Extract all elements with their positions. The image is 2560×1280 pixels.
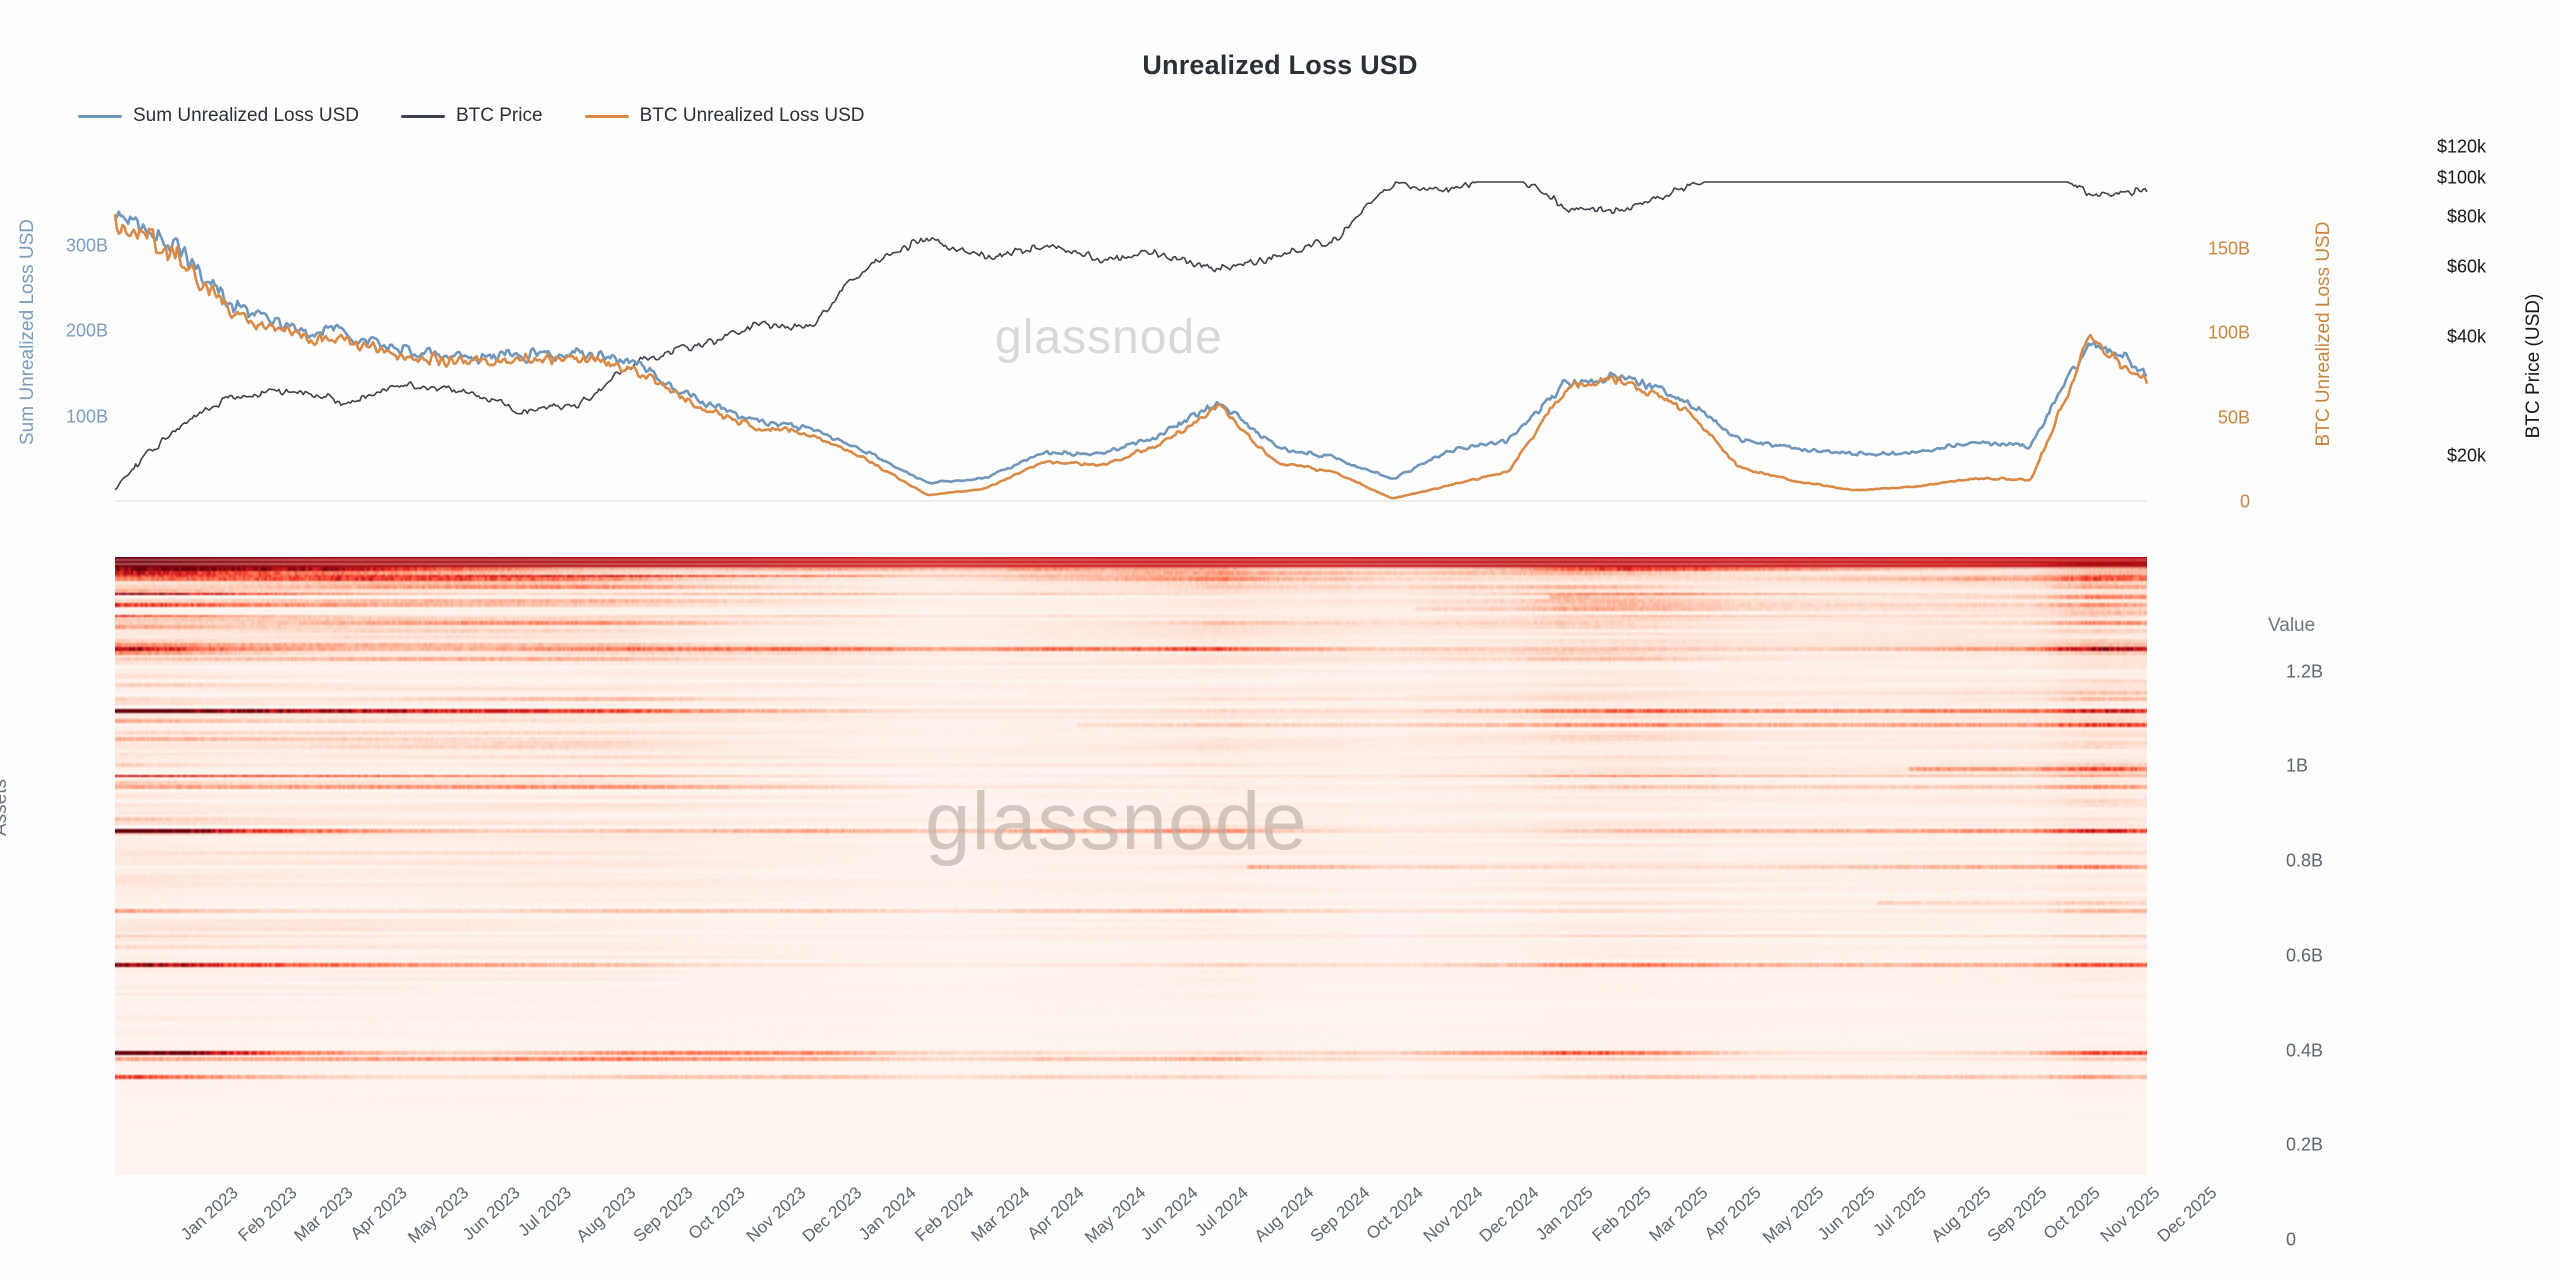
colorbar-tick: 0.4B (2286, 1040, 2324, 1061)
line-swatch-icon (78, 114, 122, 118)
legend-item-btc-unrealized-loss[interactable]: BTC Unrealized Loss USD (584, 105, 865, 127)
right-outer-axis-tick: $100k (2436, 167, 2486, 188)
legend-label: BTC Price (455, 105, 543, 126)
x-axis-tick: Jan 2024 (854, 1183, 920, 1244)
right-inner-axis-tick: 100B (2207, 322, 2250, 343)
left-axis-tick: 100B (65, 406, 108, 427)
colorbar-tick: 0.6B (2286, 945, 2324, 966)
left-axis-tick: 200B (65, 320, 108, 341)
line-chart-panel (113, 181, 2149, 502)
x-axis-tick: Nov 2024 (1419, 1183, 1487, 1246)
x-axis-tick: Jan 2025 (1531, 1183, 1597, 1244)
right-outer-axis-tick: $60k (2446, 256, 2486, 277)
line-swatch-icon (400, 114, 445, 118)
right-inner-axis-tick: 50B (2217, 407, 2250, 428)
colorbar-title: Value (2268, 615, 2316, 636)
right-outer-axis-tick: $120k (2436, 136, 2486, 157)
x-axis: Jan 2023 Feb 2023 Mar 2023 Apr 2023 May 2023… (115, 1183, 2220, 1278)
top-chart-baseline (115, 500, 2147, 502)
right-outer-axis-tick: $80k (2446, 206, 2486, 227)
colorbar-tick: 0 (2286, 1229, 2297, 1250)
x-axis-tick: Mar 2023 (290, 1183, 357, 1246)
x-axis-tick: Aug 2024 (1250, 1183, 1318, 1246)
x-axis-tick: Oct 2024 (1362, 1183, 1427, 1244)
chart-legend: Sum Unrealized Loss USD BTC Price BTC Un… (78, 105, 864, 127)
x-axis-tick: Sep 2025 (1984, 1183, 2051, 1246)
x-axis-tick: Apr 2025 (1700, 1183, 1765, 1244)
x-axis-tick: Apr 2024 (1023, 1183, 1088, 1244)
x-axis-tick: Dec 2024 (1476, 1183, 1543, 1246)
heatmap-panel (115, 557, 2147, 1175)
legend-label: BTC Unrealized Loss USD (639, 105, 865, 126)
x-axis-tick: Nov 2023 (742, 1183, 810, 1246)
right-inner-axis-tick: 150B (2207, 238, 2250, 259)
series-line-btc-price (114, 181, 2148, 491)
left-axis-tick: 300B (65, 235, 108, 256)
x-axis-tick: Jul 2025 (1869, 1183, 1930, 1241)
colorbar-tick: 1.2B (2286, 661, 2324, 682)
x-axis-tick: Jul 2023 (514, 1183, 575, 1241)
colorbar-tick: 0.8B (2286, 850, 2324, 871)
page-title: Unrealized Loss USD (1142, 50, 1418, 80)
x-axis-tick: Aug 2023 (573, 1183, 640, 1246)
series-line-btc-unrealized-loss (113, 214, 2149, 500)
x-axis-tick: Apr 2023 (346, 1183, 411, 1244)
x-axis-tick: Sep 2023 (629, 1183, 697, 1246)
x-axis-tick: May 2025 (1758, 1183, 1828, 1248)
colorbar-tick: 0.2B (2286, 1134, 2324, 1155)
x-axis-tick: Jun 2024 (1136, 1183, 1202, 1244)
x-axis-tick: Dec 2023 (798, 1183, 866, 1246)
legend-item-btc-price[interactable]: BTC Price (400, 105, 543, 127)
x-axis-tick: Oct 2025 (2039, 1183, 2104, 1244)
x-axis-tick: Oct 2023 (684, 1183, 749, 1244)
series-line-sum-unrealized-loss (114, 210, 2148, 485)
heatmap-canvas (115, 557, 2147, 1175)
legend-item-sum-unrealized-loss[interactable]: Sum Unrealized Loss USD (78, 105, 359, 127)
x-axis-tick: May 2024 (1081, 1183, 1150, 1248)
x-axis-tick: Sep 2024 (1306, 1183, 1374, 1246)
right-outer-axis-title: BTC Price (USD) (2523, 293, 2544, 439)
x-axis-tick: Jun 2023 (459, 1183, 525, 1244)
line-swatch-icon (584, 114, 629, 118)
x-axis-tick: Mar 2025 (1645, 1183, 1712, 1246)
right-outer-axis-tick: $20k (2446, 445, 2486, 466)
right-inner-axis-tick: 0 (2239, 491, 2250, 512)
x-axis-tick: Aug 2025 (1927, 1183, 1995, 1246)
colorbar-tick: 1B (2286, 755, 2309, 776)
colorbar-gradient (2252, 648, 2279, 1240)
heatmap-y-axis-title: Assets (0, 778, 11, 836)
legend-label: Sum Unrealized Loss USD (133, 105, 359, 126)
x-axis-tick: Jan 2023 (177, 1183, 242, 1244)
x-axis-tick: Jul 2024 (1191, 1183, 1253, 1241)
x-axis-tick: Feb 2024 (911, 1183, 978, 1246)
x-axis-tick: Mar 2024 (967, 1183, 1034, 1246)
x-axis-tick: May 2023 (404, 1183, 473, 1248)
x-axis-tick: Feb 2023 (234, 1183, 301, 1246)
line-chart-svg (113, 181, 2149, 500)
right-outer-axis-tick: $40k (2446, 326, 2486, 347)
x-axis-tick: Feb 2025 (1588, 1183, 1655, 1246)
